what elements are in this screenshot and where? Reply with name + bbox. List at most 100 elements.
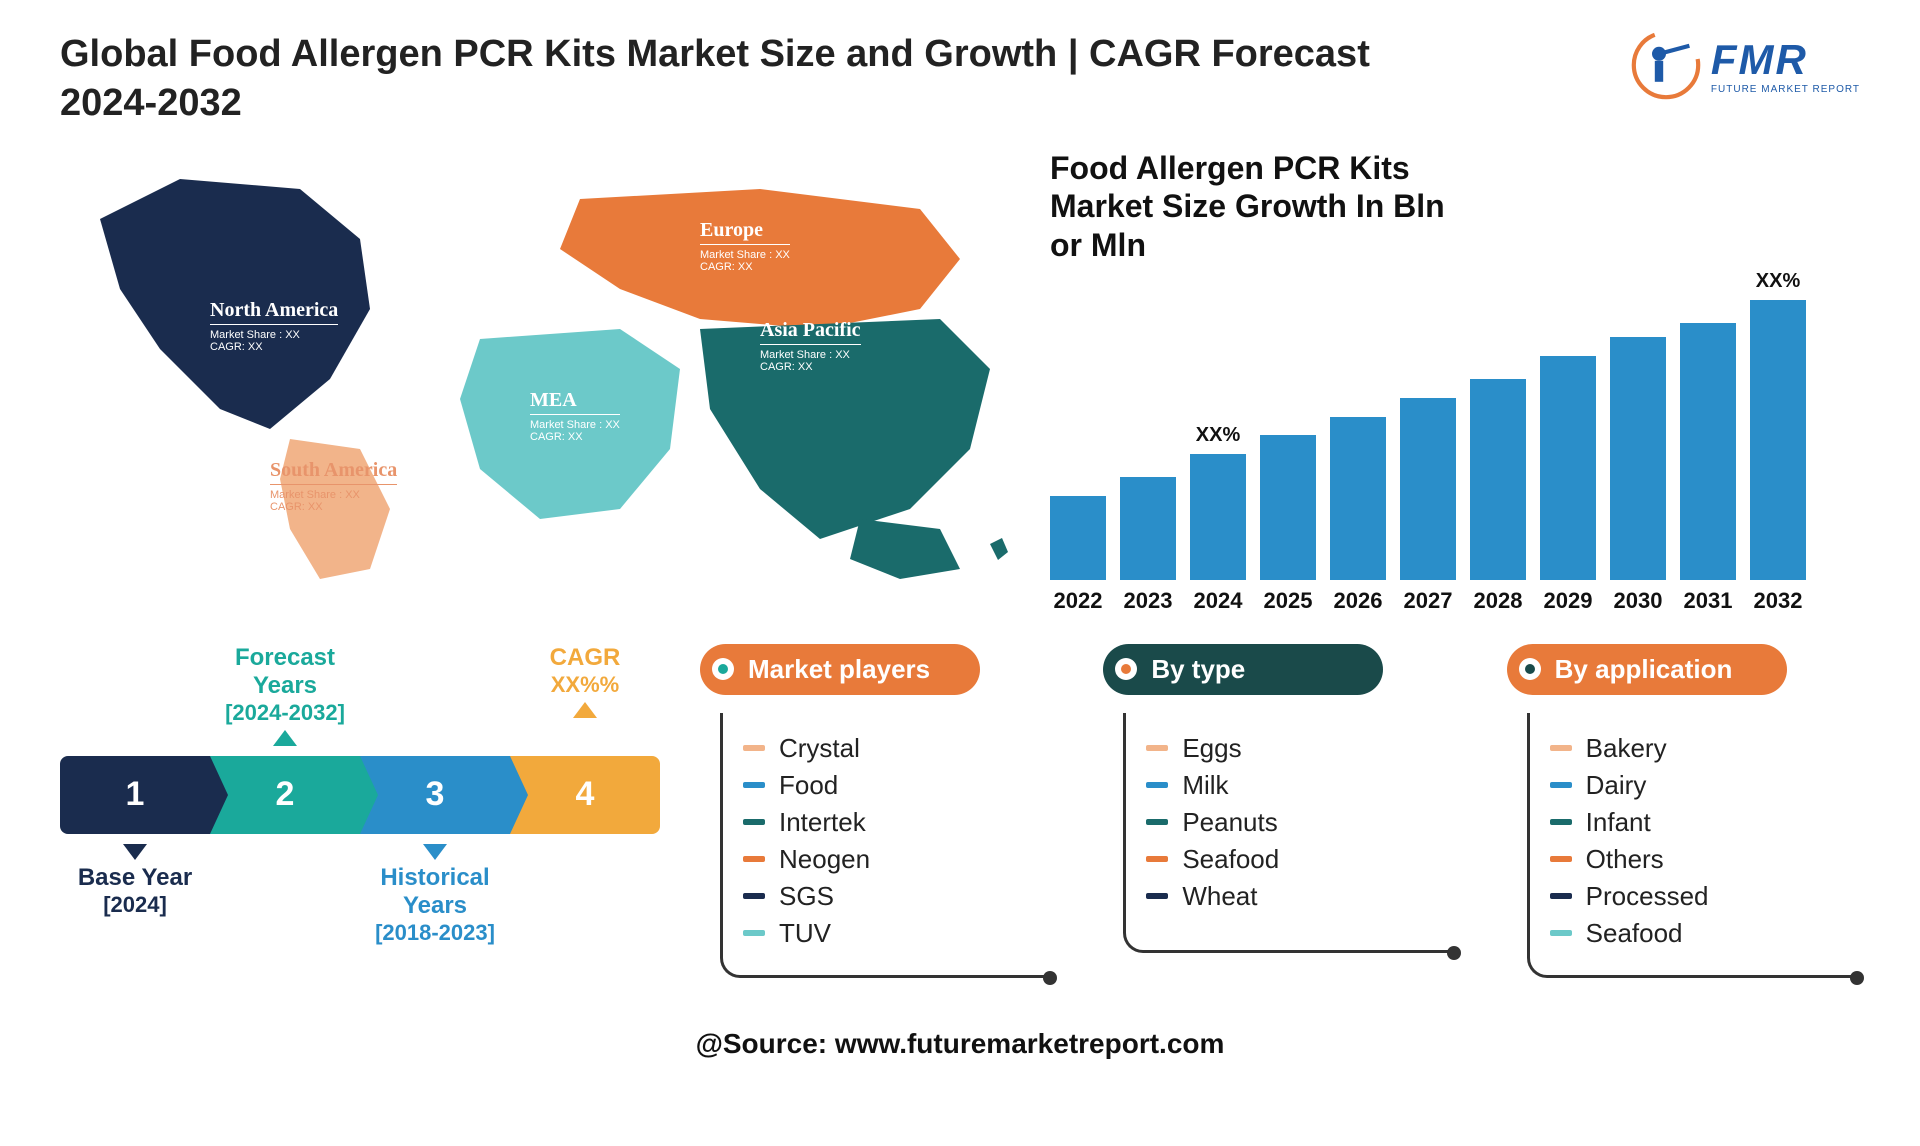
bar	[1540, 356, 1596, 580]
segment-list: By type Eggs Milk Peanuts Seafood Wheat	[1103, 644, 1456, 978]
bar-col: 2029	[1540, 356, 1596, 614]
logo-text: FMR	[1711, 36, 1860, 84]
list-item: Dairy	[1550, 770, 1846, 801]
list-item: Bakery	[1550, 733, 1846, 764]
bar-label: 2023	[1124, 588, 1173, 614]
list-header: By type	[1103, 644, 1383, 695]
list-item: Crystal	[743, 733, 1039, 764]
timeline-label: Base Year[2024]	[60, 840, 210, 946]
bar	[1190, 454, 1246, 580]
segment-list: Market players Crystal Food Intertek Neogen S…	[700, 644, 1053, 978]
map-svg	[60, 149, 1020, 589]
dash-icon	[1550, 745, 1572, 751]
list-body: Crystal Food Intertek Neogen SGS TUV	[720, 713, 1053, 978]
region-label-sa: South AmericaMarket Share : XXCAGR: XX	[270, 459, 397, 513]
list-item: Peanuts	[1146, 807, 1442, 838]
bar	[1750, 300, 1806, 580]
world-map: North AmericaMarket Share : XXCAGR: XX So…	[60, 149, 1020, 589]
list-item: Neogen	[743, 844, 1039, 875]
list-item: Wheat	[1146, 881, 1442, 912]
bar-col: 2022	[1050, 496, 1106, 614]
logo: FMR FUTURE MARKET REPORT	[1631, 30, 1860, 100]
page-title: Global Food Allergen PCR Kits Market Siz…	[60, 30, 1460, 129]
bullet-icon	[1115, 658, 1137, 680]
dash-icon	[743, 819, 765, 825]
timeline-bar: 1234	[60, 756, 660, 834]
dash-icon	[1550, 782, 1572, 788]
dash-icon	[1146, 893, 1168, 899]
timeline-segment: 4	[510, 756, 660, 834]
dash-icon	[1146, 745, 1168, 751]
bar-col: XX%2032	[1750, 300, 1806, 614]
bar	[1260, 435, 1316, 580]
list-header: By application	[1507, 644, 1787, 695]
list-item: Milk	[1146, 770, 1442, 801]
dash-icon	[1146, 856, 1168, 862]
region-label-na: North AmericaMarket Share : XXCAGR: XX	[210, 299, 338, 353]
source-attribution: @Source: www.futuremarketreport.com	[60, 1028, 1860, 1060]
dash-icon	[1550, 856, 1572, 862]
list-header: Market players	[700, 644, 980, 695]
dash-icon	[1146, 819, 1168, 825]
list-item: Seafood	[1146, 844, 1442, 875]
dash-icon	[1550, 893, 1572, 899]
list-item: Eggs	[1146, 733, 1442, 764]
bar-col: 2030	[1610, 337, 1666, 614]
bar-label: 2032	[1754, 588, 1803, 614]
bar-label: 2026	[1334, 588, 1383, 614]
timeline-segment: 2	[210, 756, 360, 834]
list-item: Food	[743, 770, 1039, 801]
bar	[1120, 477, 1176, 580]
timeline-segment: 1	[60, 756, 210, 834]
region-label-mea: MEAMarket Share : XXCAGR: XX	[530, 389, 620, 443]
bar	[1330, 417, 1386, 580]
dash-icon	[1146, 782, 1168, 788]
bar	[1680, 323, 1736, 580]
bar-col: 2031	[1680, 323, 1736, 614]
dash-icon	[743, 856, 765, 862]
bar	[1400, 398, 1456, 580]
bar-col: 2028	[1470, 379, 1526, 614]
list-item: Infant	[1550, 807, 1846, 838]
list-item: Seafood	[1550, 918, 1846, 949]
timeline-label: CAGRXX%%	[510, 644, 660, 750]
dash-icon	[743, 745, 765, 751]
header: Global Food Allergen PCR Kits Market Siz…	[60, 30, 1860, 129]
bar-chart: Food Allergen PCR Kits Market Size Growt…	[1050, 149, 1860, 614]
list-body: Eggs Milk Peanuts Seafood Wheat	[1123, 713, 1456, 953]
fmr-logo-icon	[1631, 30, 1701, 100]
bar-label: 2022	[1054, 588, 1103, 614]
logo-subtext: FUTURE MARKET REPORT	[1711, 84, 1860, 95]
bar-label: 2028	[1474, 588, 1523, 614]
bar-label: 2027	[1404, 588, 1453, 614]
list-item: SGS	[743, 881, 1039, 912]
timeline-label: Forecast Years[2024-2032]	[210, 644, 360, 750]
chart-title: Food Allergen PCR Kits Market Size Growt…	[1050, 149, 1450, 264]
bar-annotation: XX%	[1756, 270, 1800, 293]
list-item: Intertek	[743, 807, 1039, 838]
bar-label: 2024	[1194, 588, 1243, 614]
dash-icon	[743, 893, 765, 899]
bar	[1470, 379, 1526, 580]
bar-col: 2027	[1400, 398, 1456, 614]
bar-col: 2026	[1330, 417, 1386, 614]
bar-annotation: XX%	[1196, 424, 1240, 447]
dash-icon	[743, 782, 765, 788]
segment-list: By applicationBakeryDairyInfantOthersPro…	[1507, 644, 1860, 978]
bar	[1610, 337, 1666, 580]
bar-label: 2031	[1684, 588, 1733, 614]
bar-col: 2025	[1260, 435, 1316, 614]
bar-col: 2023	[1120, 477, 1176, 614]
region-label-eu: EuropeMarket Share : XXCAGR: XX	[700, 219, 790, 273]
bullet-icon	[1519, 658, 1541, 680]
bar-col: XX%2024	[1190, 454, 1246, 614]
timeline-label: Historical Years[2018-2023]	[360, 840, 510, 946]
region-label-ap: Asia PacificMarket Share : XXCAGR: XX	[760, 319, 861, 373]
list-item: Others	[1550, 844, 1846, 875]
list-item: TUV	[743, 918, 1039, 949]
list-body: BakeryDairyInfantOthersProcessedSeafood	[1527, 713, 1860, 978]
dash-icon	[743, 930, 765, 936]
timeline: Forecast Years[2024-2032] CAGRXX%% 1234 B…	[60, 644, 660, 946]
bar	[1050, 496, 1106, 580]
bullet-icon	[712, 658, 734, 680]
